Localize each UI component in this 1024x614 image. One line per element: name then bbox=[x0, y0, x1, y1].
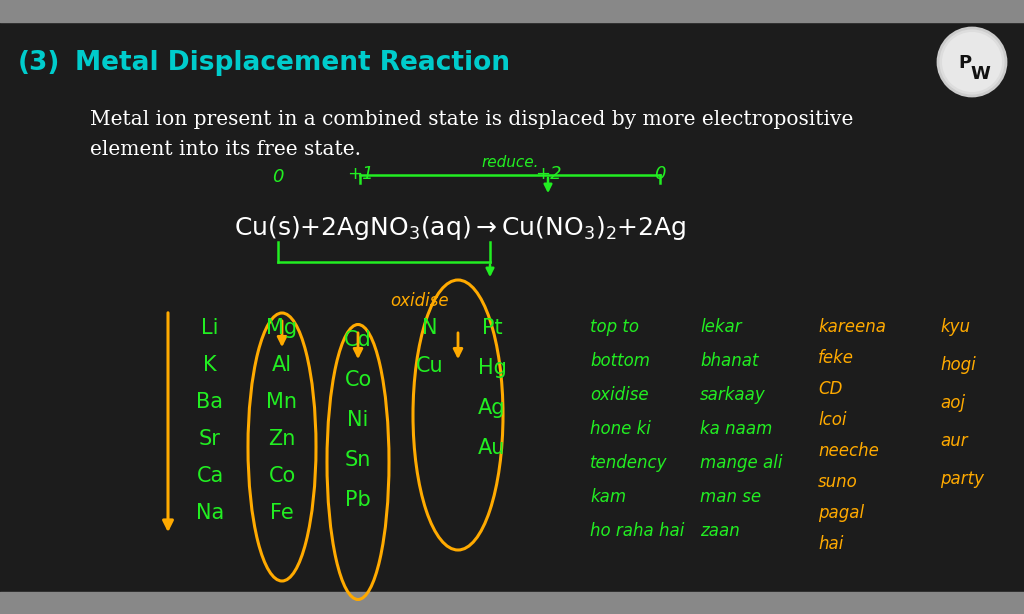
Text: reduce.: reduce. bbox=[481, 155, 539, 170]
Text: ka naam: ka naam bbox=[700, 420, 772, 438]
Text: Cu(s)+2AgNO$_3$(aq)$\rightarrow$Cu(NO$_3$)$_2$+2Ag: Cu(s)+2AgNO$_3$(aq)$\rightarrow$Cu(NO$_3… bbox=[233, 214, 686, 242]
Text: Zn: Zn bbox=[268, 429, 296, 449]
Text: Sr: Sr bbox=[199, 429, 221, 449]
Text: CD: CD bbox=[818, 380, 843, 398]
Text: top to: top to bbox=[590, 318, 639, 336]
Text: mange ali: mange ali bbox=[700, 454, 782, 472]
Text: party: party bbox=[940, 470, 984, 488]
Text: sarkaay: sarkaay bbox=[700, 386, 766, 404]
Text: Pb: Pb bbox=[345, 490, 371, 510]
Text: feke: feke bbox=[818, 349, 854, 367]
Text: suno: suno bbox=[818, 473, 858, 491]
Text: hone ki: hone ki bbox=[590, 420, 651, 438]
Text: Sn: Sn bbox=[345, 450, 371, 470]
Text: element into its free state.: element into its free state. bbox=[90, 140, 361, 159]
Text: ho raha hai: ho raha hai bbox=[590, 522, 684, 540]
Text: Co: Co bbox=[344, 370, 372, 390]
Text: Ca: Ca bbox=[197, 466, 223, 486]
Text: Cu: Cu bbox=[416, 356, 443, 376]
Text: Mg: Mg bbox=[266, 318, 298, 338]
Text: pagal: pagal bbox=[818, 504, 864, 522]
Text: +2: +2 bbox=[535, 165, 561, 183]
Text: oxidise: oxidise bbox=[590, 386, 648, 404]
Text: man se: man se bbox=[700, 488, 761, 506]
Text: lekar: lekar bbox=[700, 318, 741, 336]
Text: Na: Na bbox=[196, 503, 224, 523]
Text: bottom: bottom bbox=[590, 352, 650, 370]
Text: tendency: tendency bbox=[590, 454, 668, 472]
Text: Al: Al bbox=[272, 355, 292, 375]
Text: Ag: Ag bbox=[478, 398, 506, 418]
Text: Co: Co bbox=[268, 466, 296, 486]
Text: aur: aur bbox=[940, 432, 968, 450]
Text: oxidise: oxidise bbox=[391, 292, 450, 310]
Text: Fe: Fe bbox=[270, 503, 294, 523]
Text: Pt: Pt bbox=[481, 318, 503, 338]
Text: Hg: Hg bbox=[477, 358, 507, 378]
Text: aoj: aoj bbox=[940, 394, 965, 412]
Text: N: N bbox=[422, 318, 437, 338]
Text: Ba: Ba bbox=[197, 392, 223, 412]
Text: neeche: neeche bbox=[818, 442, 879, 460]
Text: P: P bbox=[958, 54, 972, 72]
Text: Cd: Cd bbox=[344, 330, 372, 350]
Text: W: W bbox=[970, 65, 990, 83]
Text: zaan: zaan bbox=[700, 522, 739, 540]
Text: lcoi: lcoi bbox=[818, 411, 847, 429]
Text: Mn: Mn bbox=[266, 392, 298, 412]
Text: 0: 0 bbox=[654, 165, 666, 183]
Circle shape bbox=[942, 32, 1002, 92]
Text: (3): (3) bbox=[18, 50, 60, 76]
Text: Metal Displacement Reaction: Metal Displacement Reaction bbox=[75, 50, 510, 76]
Text: Au: Au bbox=[478, 438, 506, 458]
Text: hai: hai bbox=[818, 535, 844, 553]
Text: kam: kam bbox=[590, 488, 626, 506]
Text: bhanat: bhanat bbox=[700, 352, 759, 370]
Text: K: K bbox=[203, 355, 217, 375]
Text: kareena: kareena bbox=[818, 318, 886, 336]
Text: Metal ion present in a combined state is displaced by more electropositive: Metal ion present in a combined state is… bbox=[90, 110, 853, 129]
Circle shape bbox=[938, 28, 1006, 96]
Text: Ni: Ni bbox=[347, 410, 369, 430]
Text: Li: Li bbox=[202, 318, 219, 338]
Text: hogi: hogi bbox=[940, 356, 976, 374]
Text: kyu: kyu bbox=[940, 318, 970, 336]
Text: +1: +1 bbox=[347, 165, 374, 183]
Text: 0: 0 bbox=[272, 168, 284, 186]
